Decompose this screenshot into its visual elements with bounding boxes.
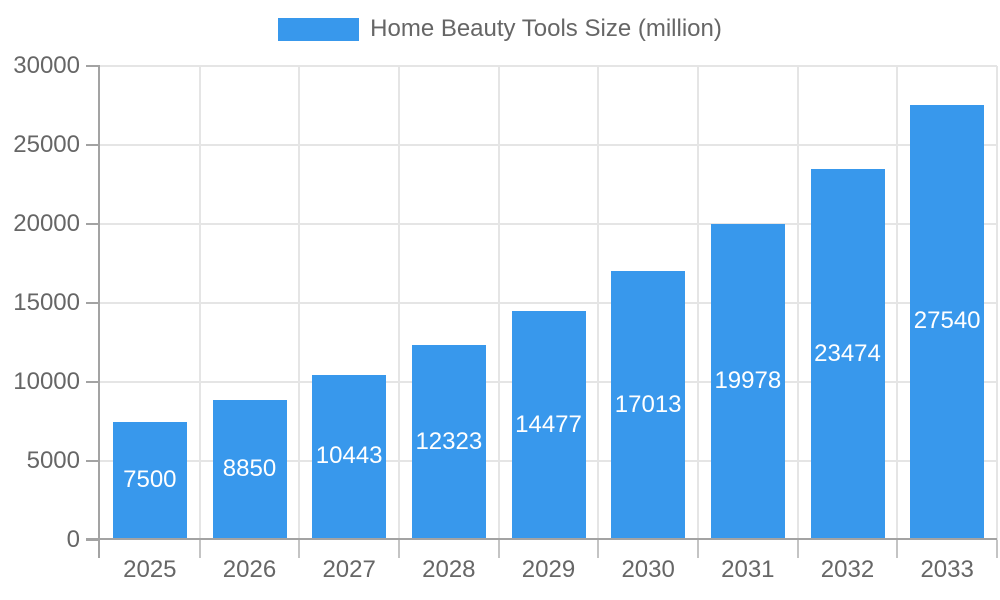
y-axis-tick-label: 5000 <box>26 447 80 474</box>
bar: 27540 <box>910 104 985 538</box>
x-axis-tick <box>697 540 699 558</box>
y-axis-tick-label: 0 <box>66 526 80 553</box>
v-gridline <box>298 66 301 540</box>
bar: 7500 <box>112 421 187 538</box>
y-axis-tick <box>86 539 100 541</box>
h-gridline <box>100 302 997 304</box>
bar: 23474 <box>810 169 885 538</box>
chart-legend[interactable]: Home Beauty Tools Size (million) <box>0 15 1000 43</box>
x-axis-tick-label: 2026 <box>222 556 277 583</box>
x-axis-tick <box>398 540 400 558</box>
bar: 10443 <box>312 375 387 538</box>
y-axis-tick <box>86 302 100 304</box>
bar: 14477 <box>511 311 586 538</box>
x-axis-tick <box>597 540 600 558</box>
x-axis-tick-label: 2029 <box>521 556 576 583</box>
x-axis-line <box>86 538 997 540</box>
y-axis-tick-label: 10000 <box>13 368 80 395</box>
x-axis-tick <box>98 540 100 558</box>
v-gridline <box>198 66 201 540</box>
x-axis-tick <box>198 540 201 558</box>
v-gridline <box>896 66 899 540</box>
x-axis-tick-label: 2025 <box>123 556 177 583</box>
legend-swatch <box>278 17 360 41</box>
x-axis-tick <box>796 540 799 558</box>
y-axis-tick <box>86 223 100 225</box>
bar-value-label: 14477 <box>515 410 582 438</box>
y-axis-tick-label: 20000 <box>13 210 80 237</box>
y-axis-line <box>98 66 100 540</box>
bar: 19978 <box>710 224 785 538</box>
x-axis-tick-label: 2031 <box>721 556 775 583</box>
v-gridline <box>796 66 799 540</box>
h-gridline <box>100 144 997 146</box>
x-axis-tick <box>996 540 998 558</box>
y-axis-tick <box>86 460 100 462</box>
x-axis-tick <box>497 540 500 558</box>
y-axis-tick-label: 15000 <box>13 289 80 316</box>
y-axis-tick-label: 25000 <box>13 131 80 158</box>
bar-value-label: 23474 <box>814 339 881 367</box>
x-axis-tick-label: 2030 <box>621 556 675 583</box>
h-gridline <box>100 223 997 225</box>
x-axis-tick-label: 2027 <box>322 556 376 583</box>
legend-label: Home Beauty Tools Size (million) <box>370 15 722 42</box>
bar: 17013 <box>611 271 686 538</box>
x-axis-tick <box>298 540 301 558</box>
v-gridline <box>597 66 600 540</box>
bar-value-label: 27540 <box>913 307 981 335</box>
bar-value-label: 10443 <box>315 442 383 470</box>
y-axis-tick <box>86 381 100 383</box>
v-gridline <box>697 66 699 540</box>
y-axis-tick <box>86 144 100 146</box>
x-axis-tick-label: 2033 <box>920 556 974 583</box>
h-gridline <box>100 65 997 67</box>
y-axis-tick-label: 30000 <box>13 52 80 79</box>
bar: 12323 <box>411 345 486 538</box>
bar-value-label: 17013 <box>614 390 682 418</box>
x-axis-tick-label: 2032 <box>820 556 875 583</box>
v-gridline <box>497 66 500 540</box>
y-axis-tick <box>86 65 100 67</box>
x-axis-tick <box>896 540 899 558</box>
bar-value-label: 7500 <box>123 465 177 493</box>
bar-value-label: 8850 <box>222 455 277 483</box>
v-gridline <box>398 66 400 540</box>
x-axis-tick-label: 2028 <box>422 556 476 583</box>
bar: 8850 <box>212 400 287 538</box>
bar-value-label: 12323 <box>415 427 483 455</box>
v-gridline <box>996 66 998 540</box>
bar-value-label: 19978 <box>714 367 782 395</box>
